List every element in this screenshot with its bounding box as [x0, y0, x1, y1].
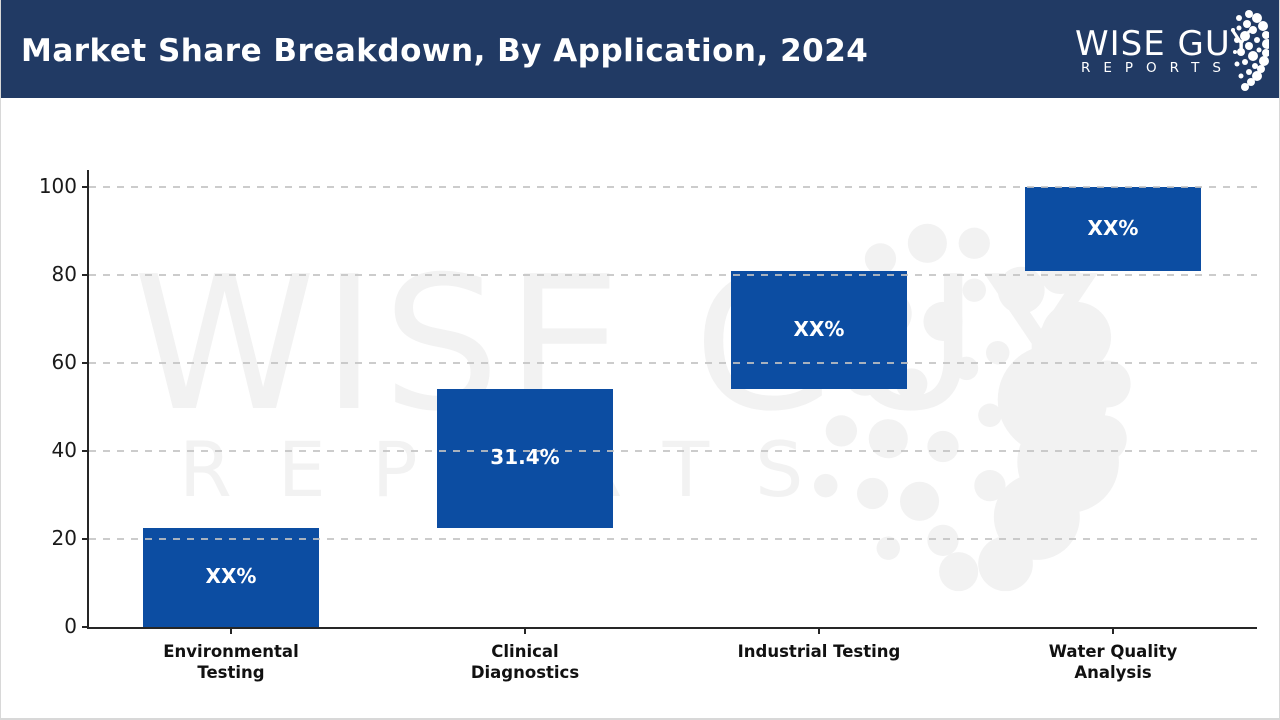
y-tick-40 [82, 450, 89, 452]
gridline-80 [89, 274, 1257, 276]
bar-value-label-industrial-testing: XX% [793, 317, 845, 342]
gridline-20 [89, 538, 1257, 540]
bar-value-label-clinical-diagnostics: 31.4% [490, 445, 560, 470]
category-label-line: Clinical [491, 642, 559, 661]
y-tick-20 [82, 538, 89, 540]
y-tick-label-20: 20 [51, 526, 77, 550]
y-axis [87, 170, 89, 629]
category-label-environmental-testing: Environmental Testing [121, 641, 341, 684]
dotted-head-icon [1231, 10, 1269, 91]
bar-value-label-water-quality-analysis: XX% [1087, 216, 1139, 241]
gridline-100 [89, 186, 1257, 188]
bar-value-label-environmental-testing: XX% [205, 564, 257, 589]
x-tick-clinical-diagnostics [524, 629, 526, 634]
brand-name: WISE GUY [1075, 24, 1253, 64]
brand-subtitle: REPORTS [1081, 60, 1234, 76]
category-label-line: Water Quality [1048, 642, 1178, 661]
category-label-clinical-diagnostics: Clinical Diagnostics [415, 641, 635, 684]
y-tick-label-40: 40 [51, 438, 77, 462]
y-tick-60 [82, 362, 89, 364]
y-tick-label-100: 100 [38, 174, 77, 198]
x-tick-environmental-testing [230, 629, 232, 634]
y-tick-label-0: 0 [64, 614, 77, 638]
header: Market Share Breakdown, By Application, … [1, 0, 1279, 98]
watermark-brand-text: WISE GUY [133, 236, 1104, 452]
x-axis [87, 627, 1257, 629]
category-label-line: Testing [197, 663, 265, 683]
y-tick-0 [82, 626, 89, 628]
y-tick-100 [82, 186, 89, 188]
category-label-line: Diagnostics [470, 663, 580, 683]
bar-environmental-testing [143, 527, 319, 627]
y-tick-80 [82, 274, 89, 276]
brand-logo: WISE GUY REPORTS [1029, 4, 1269, 94]
x-tick-industrial-testing [818, 629, 820, 634]
gridline-40 [89, 450, 1257, 452]
bar-water-quality-analysis [1025, 187, 1201, 272]
category-label-line: Analysis [1074, 663, 1152, 683]
y-tick-label-60: 60 [51, 350, 77, 374]
y-tick-label-80: 80 [51, 262, 77, 286]
x-tick-water-quality-analysis [1112, 629, 1114, 634]
chart-title: Market Share Breakdown, By Application, … [21, 33, 869, 69]
category-label-line: Industrial Testing [737, 642, 901, 661]
gridline-60 [89, 362, 1257, 364]
bar-industrial-testing [731, 271, 907, 390]
category-label-water-quality-analysis: Water Quality Analysis [1003, 641, 1223, 684]
category-label-line: Environmental [163, 642, 299, 661]
category-label-industrial-testing: Industrial Testing [709, 641, 929, 662]
bar-clinical-diagnostics [437, 389, 613, 528]
